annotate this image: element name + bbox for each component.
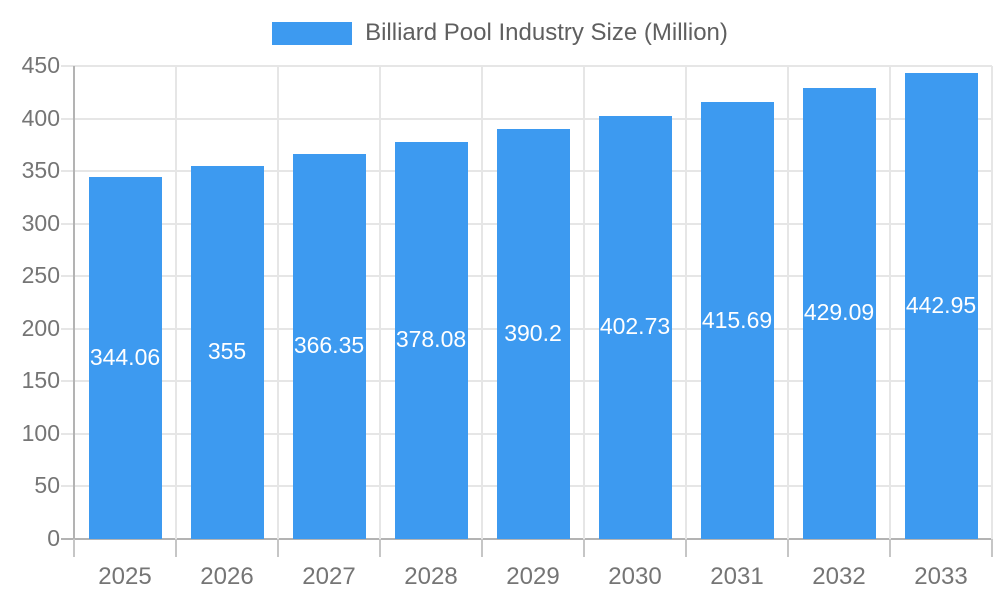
x-tick-mark bbox=[889, 539, 891, 557]
x-tick-mark bbox=[787, 539, 789, 557]
x-gridline bbox=[481, 66, 483, 539]
x-tick-mark bbox=[583, 539, 585, 557]
x-gridline bbox=[277, 66, 279, 539]
x-tick-mark bbox=[277, 539, 279, 557]
legend-label: Billiard Pool Industry Size (Million) bbox=[365, 19, 728, 46]
x-tick-label: 2030 bbox=[608, 563, 662, 590]
x-tick-mark bbox=[991, 539, 993, 557]
y-axis-line bbox=[73, 66, 75, 539]
x-gridline bbox=[379, 66, 381, 539]
y-tick-label: 150 bbox=[21, 367, 60, 394]
y-tick-mark bbox=[61, 275, 74, 278]
y-tick-label: 50 bbox=[34, 472, 60, 499]
bar bbox=[292, 153, 366, 539]
x-tick-mark bbox=[685, 539, 687, 557]
x-tick-mark bbox=[481, 539, 483, 557]
bar bbox=[904, 73, 978, 539]
x-tick-label: 2031 bbox=[710, 563, 764, 590]
y-gridline bbox=[74, 65, 992, 67]
y-tick-label: 300 bbox=[21, 209, 60, 236]
y-gridline bbox=[74, 117, 992, 120]
x-tick-label: 2033 bbox=[914, 563, 968, 590]
bar-value-label: 378.08 bbox=[395, 326, 467, 353]
bar bbox=[190, 165, 264, 539]
legend-swatch bbox=[272, 21, 353, 45]
bar-value-label: 366.35 bbox=[293, 332, 365, 359]
y-tick-mark bbox=[61, 485, 74, 488]
x-gridline bbox=[991, 66, 993, 539]
bar bbox=[598, 115, 672, 539]
x-tick-label: 2026 bbox=[200, 563, 254, 590]
legend: Billiard Pool Industry Size (Million) bbox=[0, 19, 1000, 47]
x-gridline bbox=[889, 66, 891, 539]
bar-value-label: 355 bbox=[207, 338, 247, 365]
y-tick-mark bbox=[61, 117, 74, 120]
y-tick-label: 350 bbox=[21, 157, 60, 184]
y-tick-mark bbox=[61, 380, 74, 383]
bar-value-label: 429.09 bbox=[803, 299, 875, 326]
x-gridline bbox=[685, 66, 687, 539]
y-tick-mark bbox=[61, 432, 74, 435]
x-tick-label: 2027 bbox=[302, 563, 356, 590]
bar-value-label: 415.69 bbox=[701, 306, 773, 333]
x-tick-label: 2032 bbox=[812, 563, 866, 590]
bar bbox=[88, 177, 162, 539]
y-tick-label: 400 bbox=[21, 104, 60, 131]
bar bbox=[802, 87, 876, 539]
x-tick-label: 2029 bbox=[506, 563, 560, 590]
bar-value-label: 390.2 bbox=[504, 319, 562, 346]
y-tick-label: 250 bbox=[21, 262, 60, 289]
bar-value-label: 442.95 bbox=[905, 292, 977, 319]
bar bbox=[700, 102, 774, 539]
y-tick-label: 0 bbox=[47, 525, 60, 551]
x-gridline bbox=[583, 66, 585, 539]
x-tick-mark bbox=[379, 539, 381, 557]
y-gridline bbox=[74, 538, 992, 540]
y-tick-label: 200 bbox=[21, 314, 60, 341]
y-tick-label: 450 bbox=[21, 52, 60, 78]
y-tick-mark bbox=[61, 222, 74, 225]
x-tick-mark bbox=[73, 539, 75, 557]
bar bbox=[496, 128, 570, 539]
y-tick-mark bbox=[61, 538, 74, 540]
y-tick-mark bbox=[61, 327, 74, 330]
x-gridline bbox=[787, 66, 789, 539]
y-tick-mark bbox=[61, 170, 74, 173]
y-tick-label: 100 bbox=[21, 419, 60, 446]
x-tick-mark bbox=[175, 539, 177, 557]
x-tick-label: 2028 bbox=[404, 563, 458, 590]
x-tick-label: 2025 bbox=[98, 563, 152, 590]
bar-value-label: 344.06 bbox=[89, 344, 161, 371]
y-tick-mark bbox=[61, 65, 74, 67]
bar-value-label: 402.73 bbox=[599, 313, 671, 340]
x-gridline bbox=[175, 66, 177, 539]
bar bbox=[394, 141, 468, 539]
